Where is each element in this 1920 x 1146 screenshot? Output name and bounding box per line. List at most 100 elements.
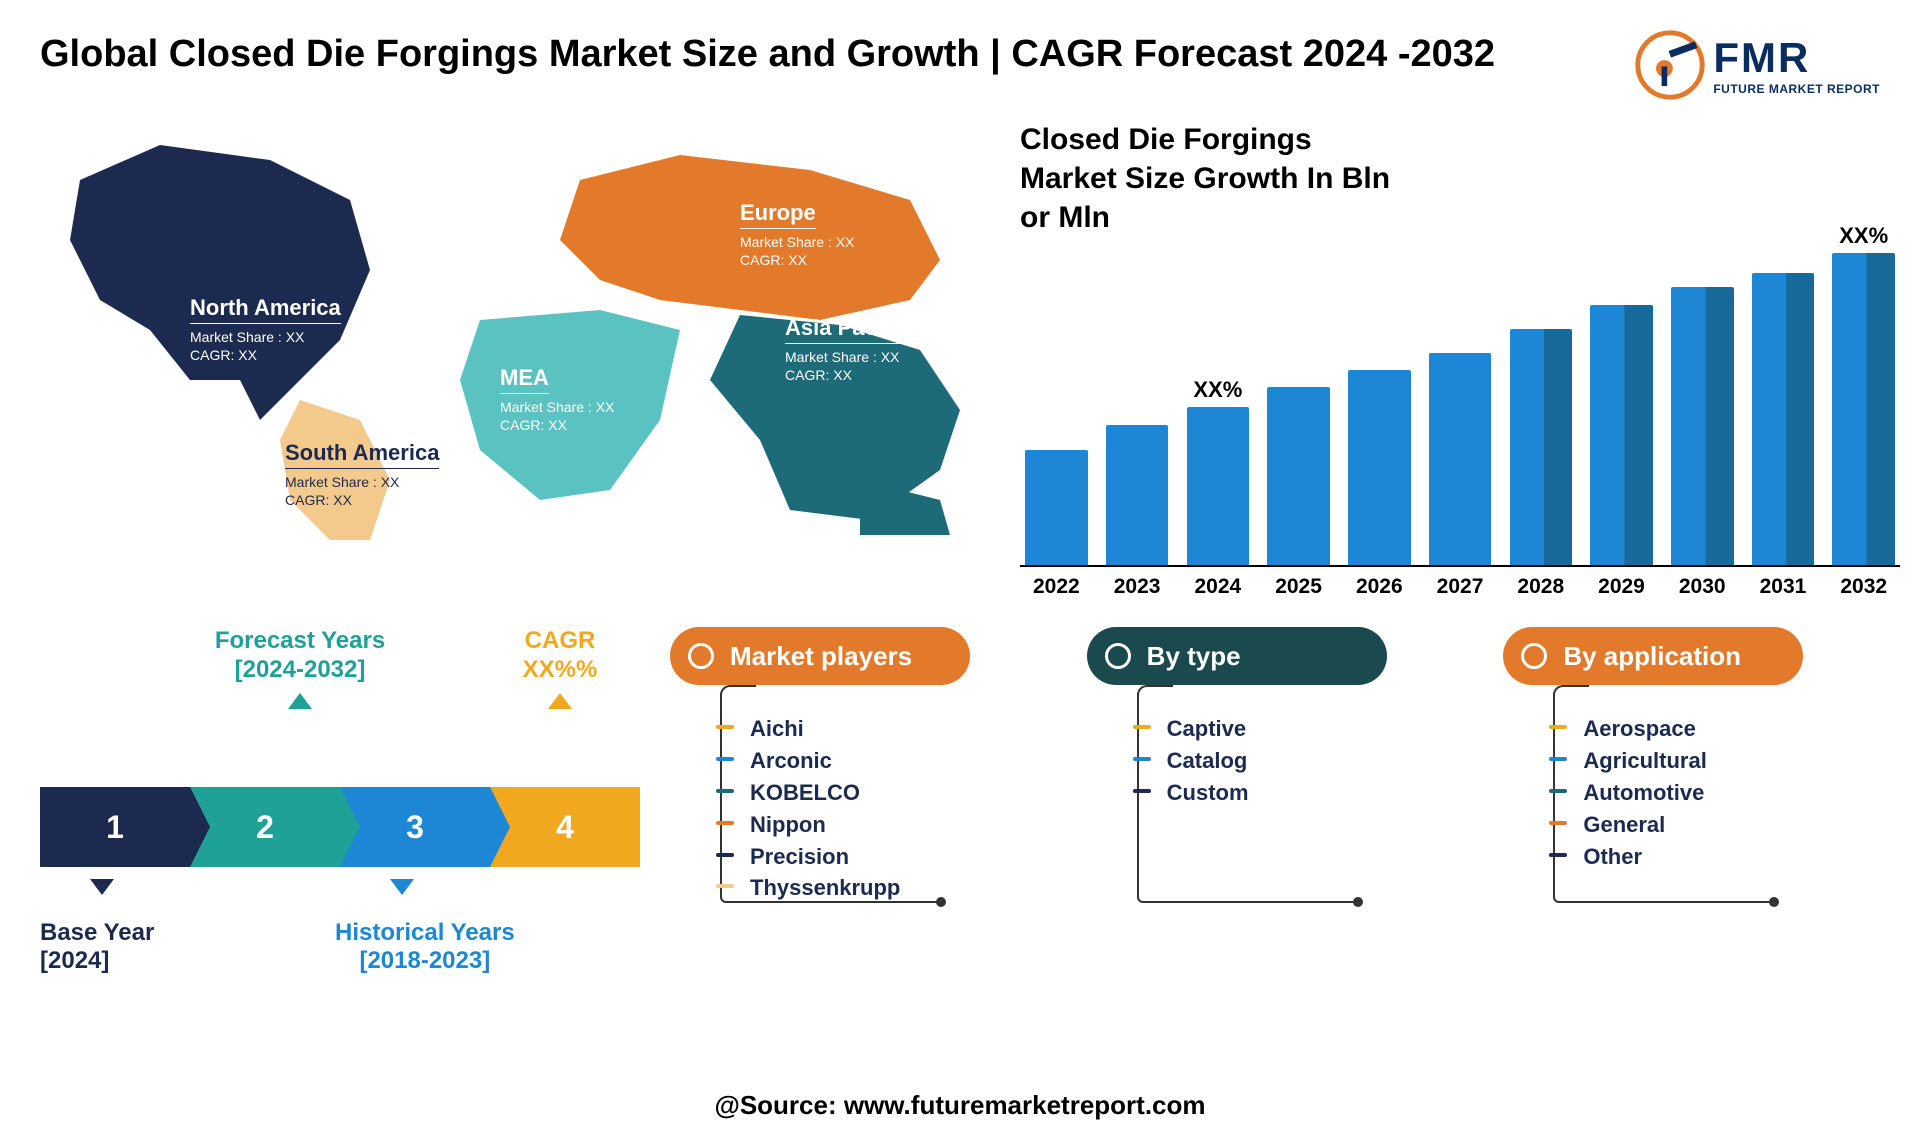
timeline-segment-4: 4 [490, 787, 640, 867]
map-label-mea: MEA Market Share : XXCAGR: XX [500, 365, 614, 434]
region-cagr: CAGR: XX [785, 366, 909, 384]
section-list: AerospaceAgriculturalAutomotiveGeneralOt… [1579, 713, 1763, 872]
bar-rect [1832, 253, 1895, 565]
bar-category: 2029 [1598, 575, 1645, 599]
region-name: MEA [500, 365, 549, 394]
page-title: Global Closed Die Forgings Market Size a… [40, 30, 1495, 79]
header: Global Closed Die Forgings Market Size a… [40, 30, 1880, 100]
bar-category: 2028 [1517, 575, 1564, 599]
region-cagr: CAGR: XX [740, 251, 854, 269]
bar-2032: XX%2032 [1827, 253, 1900, 565]
section-list: CaptiveCatalogCustom [1163, 713, 1347, 809]
bar-category: 2032 [1840, 575, 1887, 599]
region-share: Market Share : XX [190, 328, 341, 346]
bar-2025: 2025 [1262, 387, 1335, 565]
region-name: Asia Pacific [785, 315, 909, 344]
region-share: Market Share : XX [500, 398, 614, 416]
triangle-up-icon [288, 693, 312, 709]
section-header: By application [1503, 627, 1803, 685]
bar-rect [1267, 387, 1330, 565]
bar-rect [1187, 407, 1250, 565]
telescope-icon [1635, 30, 1705, 100]
triangle-up-icon [548, 693, 572, 709]
bar-2022: 2022 [1020, 450, 1093, 565]
bar-rect [1025, 450, 1088, 565]
region-share: Market Share : XX [285, 473, 439, 491]
bar-category: 2024 [1194, 575, 1241, 599]
historical-years-label: Historical Years [2018-2023] [335, 919, 515, 975]
cagr-value: XX%% [500, 656, 620, 685]
list-item: Arconic [746, 745, 930, 777]
bar-rect [1106, 425, 1169, 565]
bar-rect [1429, 353, 1492, 565]
map-label-sa: South America Market Share : XXCAGR: XX [285, 440, 439, 509]
list-item: Aerospace [1579, 713, 1763, 745]
bar-rect [1590, 305, 1653, 565]
section-body: AichiArconicKOBELCONipponPrecisionThysse… [720, 693, 940, 903]
region-name: Europe [740, 200, 816, 229]
map-region-na [70, 145, 370, 420]
region-cagr: CAGR: XX [500, 416, 614, 434]
list-item: Catalog [1163, 745, 1347, 777]
bar-rect [1671, 287, 1734, 565]
list-item: Custom [1163, 777, 1347, 809]
bar-rect [1510, 329, 1573, 565]
list-item: Precision [746, 841, 930, 873]
base-title: Base Year [40, 919, 154, 947]
bar-2031: 2031 [1747, 273, 1820, 565]
region-share: Market Share : XX [785, 348, 909, 366]
bar-category: 2031 [1760, 575, 1807, 599]
hist-title: Historical Years [335, 919, 515, 947]
region-name: North America [190, 295, 341, 324]
cagr-title: CAGR [500, 627, 620, 656]
section-application: By application AerospaceAgriculturalAutom… [1503, 627, 1880, 903]
bar-category: 2022 [1033, 575, 1080, 599]
map-label-eu: EuropeMarket Share : XXCAGR: XX [740, 200, 854, 269]
cagr-label: CAGR XX%% [500, 627, 620, 709]
bar-category: 2026 [1356, 575, 1403, 599]
logo-tagline: FUTURE MARKET REPORT [1713, 82, 1880, 96]
world-map: North AmericaMarket Share : XXCAGR: XXSo… [40, 120, 990, 540]
timeline-segment-2: 2 [190, 787, 340, 867]
list-item: Other [1579, 841, 1763, 873]
bar-2026: 2026 [1343, 370, 1416, 565]
map-label-ap: Asia Pacific Market Share : XXCAGR: XX [785, 315, 909, 384]
section-header: By type [1087, 627, 1387, 685]
map-label-na: North AmericaMarket Share : XXCAGR: XX [190, 295, 341, 364]
section-body: CaptiveCatalogCustom [1137, 693, 1357, 903]
bar-category: 2027 [1437, 575, 1484, 599]
region-name: South America [285, 440, 439, 469]
list-item: Nippon [746, 809, 930, 841]
bar-rect [1752, 273, 1815, 565]
list-item: General [1579, 809, 1763, 841]
source-attribution: @Source: www.futuremarketreport.com [714, 1090, 1205, 1121]
section-list: AichiArconicKOBELCONipponPrecisionThysse… [746, 713, 930, 904]
region-cagr: CAGR: XX [285, 491, 439, 509]
bar-category: 2025 [1275, 575, 1322, 599]
hist-value: [2018-2023] [335, 947, 515, 975]
section-players: Market players AichiArconicKOBELCONipponP… [670, 627, 1047, 903]
section-body: AerospaceAgriculturalAutomotiveGeneralOt… [1553, 693, 1773, 903]
bar-2028: 2028 [1504, 329, 1577, 565]
list-item: KOBELCO [746, 777, 930, 809]
list-item: Thyssenkrupp [746, 872, 930, 904]
forecast-years-label: Forecast Years [2024-2032] [200, 627, 400, 709]
list-item: Captive [1163, 713, 1347, 745]
timeline-segment-3: 3 [340, 787, 490, 867]
bar-category: 2030 [1679, 575, 1726, 599]
base-value: [2024] [40, 947, 154, 975]
bar-annotation: XX% [1193, 377, 1242, 403]
triangle-down-icon [390, 879, 414, 895]
bar-category: 2023 [1114, 575, 1161, 599]
logo-brand: FMR [1713, 34, 1880, 82]
bar-2027: 2027 [1424, 353, 1497, 565]
list-item: Automotive [1579, 777, 1763, 809]
logo: FMR FUTURE MARKET REPORT [1635, 30, 1880, 100]
timeline-segment-1: 1 [40, 787, 190, 867]
triangle-down-icon [90, 879, 114, 895]
forecast-range: [2024-2032] [200, 656, 400, 685]
bar-2030: 2030 [1666, 287, 1739, 565]
bar-2024: XX%2024 [1181, 407, 1254, 565]
base-year-label: Base Year [2024] [40, 919, 154, 975]
section-header: Market players [670, 627, 970, 685]
